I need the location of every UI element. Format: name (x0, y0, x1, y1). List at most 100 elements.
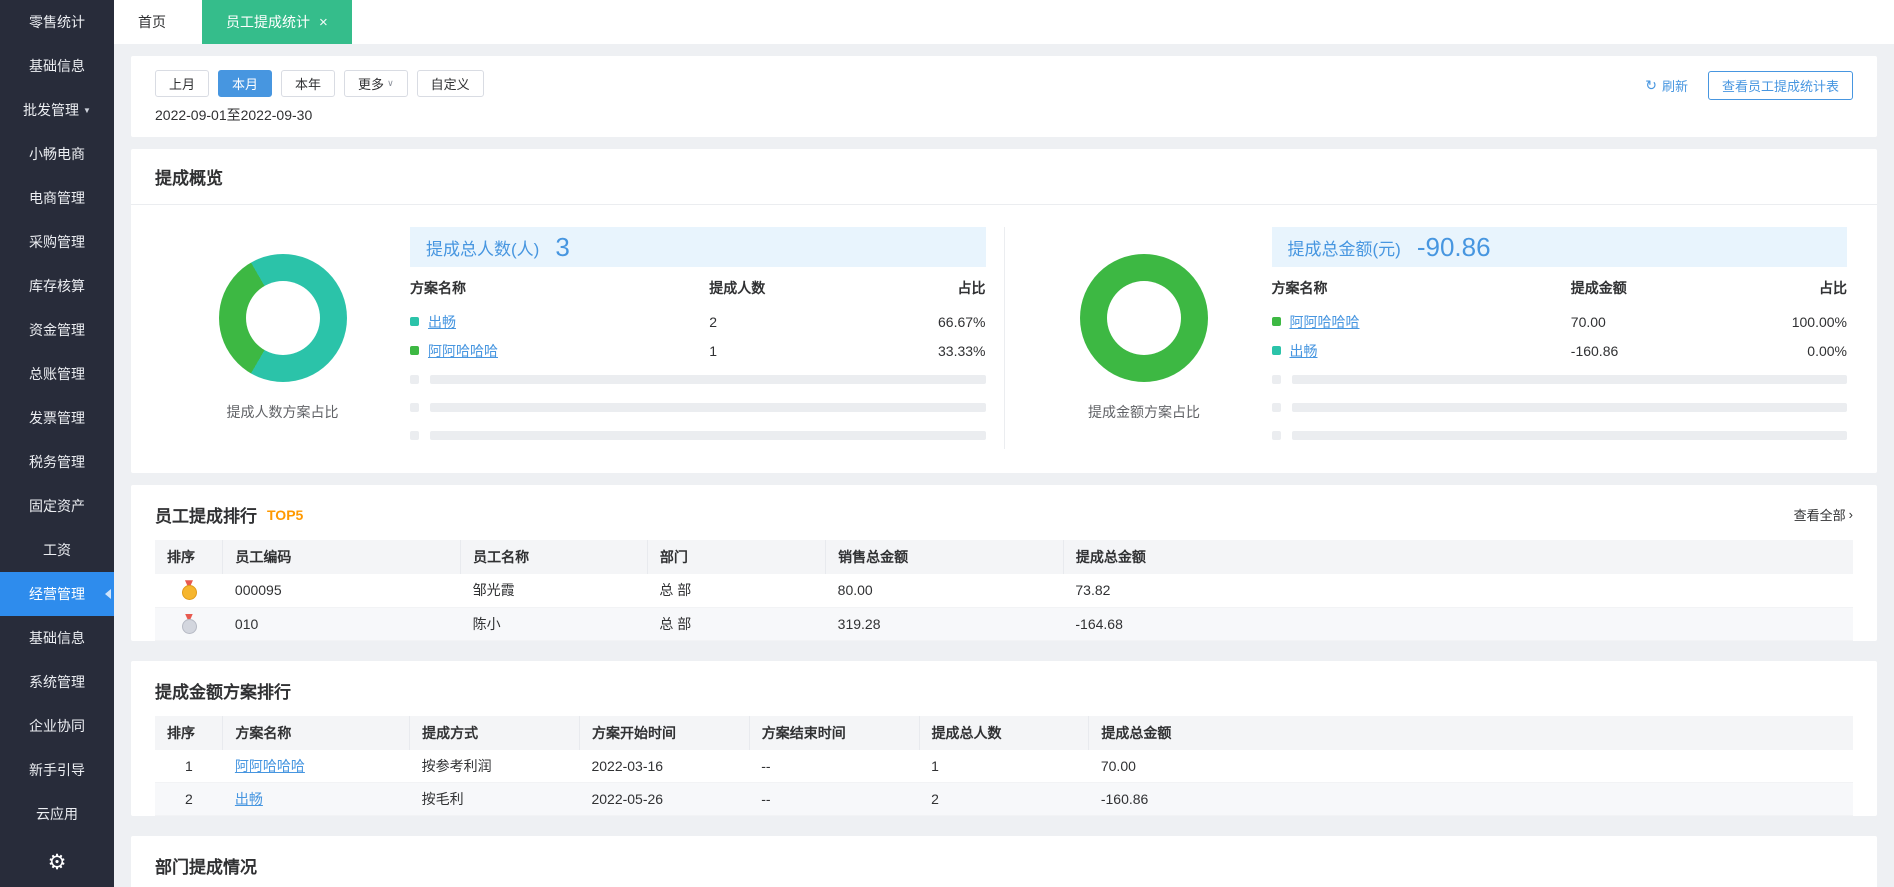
col-header-total-commission: 提成总金额 (1063, 540, 1853, 574)
skeleton-row (410, 365, 986, 393)
filter-last-month-button[interactable]: 上月 (155, 70, 210, 97)
col-header-commission-method: 提成方式 (409, 715, 580, 750)
sidebar-item-payroll[interactable]: 工资 (43, 542, 71, 558)
amount-donut-chart (1080, 254, 1208, 382)
sidebar-item-business-mgmt[interactable]: 经营管理 (0, 572, 114, 616)
people-table-header: 方案名称 提成人数 占比 (410, 280, 986, 296)
series-dot-icon (1271, 317, 1281, 326)
sidebar-item-cloud-apps[interactable]: 云应用 (36, 806, 78, 822)
toolbar-right: ↻ 刷新 查看员工提成统计表 (1645, 71, 1853, 100)
view-all-link[interactable]: 查看全部 › (1793, 507, 1853, 523)
caret-down-icon: ▼ (83, 105, 91, 115)
col-header-end-date: 方案结束时间 (749, 715, 920, 750)
people-stat-value: 3 (555, 231, 570, 262)
tab-home[interactable]: 首页 (138, 14, 166, 30)
date-range-text: 2022-09-01至2022-09-30 (155, 107, 313, 123)
overview-title: 提成概览 (155, 169, 223, 188)
sidebar-item-funds[interactable]: 资金管理 (29, 322, 85, 338)
gear-icon[interactable]: ⚙ (47, 850, 67, 874)
plan-ranking-table: 排序 方案名称 提成方式 方案开始时间 方案结束时间 提成总人数 提成总金额 1 (155, 715, 1853, 816)
department-commission-title: 部门提成情况 (155, 858, 257, 877)
sidebar-item-inventory[interactable]: 库存核算 (29, 278, 85, 294)
filter-this-month-button[interactable]: 本月 (218, 70, 273, 97)
series-dot-icon (410, 317, 419, 326)
sidebar-item-system-mgmt[interactable]: 系统管理 (29, 674, 85, 690)
col-header-employee-code: 员工编码 (222, 540, 462, 574)
sidebar-item-fixed-assets[interactable]: 固定资产 (29, 498, 85, 514)
sidebar-item-basic-info-2[interactable]: 基础信息 (29, 630, 85, 646)
col-header-plan-name: 方案名称 (222, 715, 411, 750)
skeleton-row (410, 393, 986, 421)
sidebar-item-xiaochang-ecommerce[interactable]: 小畅电商 (29, 146, 85, 162)
close-icon[interactable]: × (319, 13, 328, 31)
plan-link[interactable]: 阿阿哈哈哈 (1289, 313, 1360, 330)
skeleton-row (1271, 393, 1847, 421)
amount-stat-value: -90.86 (1416, 231, 1491, 262)
amount-table-header: 方案名称 提成金额 占比 (1271, 280, 1848, 296)
sidebar-item-enterprise-collab[interactable]: 企业协同 (29, 718, 85, 734)
filter-toolbar: 上月 本月 本年 更多 ∨ 自定义 2022-09-01至2022-09-30 ↻… (131, 56, 1877, 137)
amount-chart-label: 提成金额方案占比 (1088, 404, 1200, 420)
sidebar-item-general-ledger[interactable]: 总账管理 (29, 366, 85, 382)
sidebar-item-wholesale[interactable]: 批发管理 ▼ (23, 102, 91, 118)
sidebar-item-purchasing[interactable]: 采购管理 (29, 234, 85, 250)
view-commission-table-button[interactable]: 查看员工提成统计表 (1707, 71, 1853, 100)
col-header-rank: 排序 (155, 540, 224, 574)
col-header-start-date: 方案开始时间 (579, 715, 750, 750)
sidebar-item-basic-info[interactable]: 基础信息 (29, 58, 85, 74)
commission-overview-card: 提成概览 提成人数方案占比 提成总人数(人) 3 (131, 149, 1877, 473)
plan-link[interactable]: 出畅 (428, 313, 456, 330)
employee-ranking-card: 员工提成排行 TOP5 查看全部 › 排序 员工编码 员工名称 部门 (131, 485, 1877, 641)
plan-link[interactable]: 出畅 (234, 791, 263, 807)
col-header-department: 部门 (647, 540, 827, 574)
plan-ranking-card: 提成金额方案排行 排序 方案名称 提成方式 方案开始时间 方案结束时间 提成总人… (131, 660, 1877, 816)
plan-ranking-title: 提成金额方案排行 (155, 682, 291, 702)
col-header-rank: 排序 (155, 715, 224, 750)
people-overview-section: 提成人数方案占比 提成总人数(人) 3 方案名称 提成人数 占比 (155, 227, 992, 449)
refresh-icon: ↻ (1645, 77, 1657, 93)
skeleton-row (1271, 421, 1847, 449)
table-row: 000095 邹光霞 总 部 80.00 73.82 (155, 574, 1853, 608)
people-chart-label: 提成人数方案占比 (226, 404, 339, 420)
amount-stat-banner: 提成总金额(元) -90.86 (1271, 227, 1847, 267)
sidebar: 零售统计 基础信息 批发管理 ▼ 小畅电商 电商管理 采购管理 库存核算 资金管理… (0, 0, 114, 887)
col-header-total-amount: 提成总金额 (1088, 715, 1853, 750)
amount-stat-label: 提成总金额(元) (1287, 239, 1401, 259)
series-dot-icon (1271, 346, 1281, 355)
amount-table-row: 阿阿哈哈哈 70.00 100.00% (1271, 307, 1847, 336)
table-row: 1 阿阿哈哈哈 按参考利润 2022-03-16 -- 1 70.00 (155, 749, 1853, 783)
vertical-divider (1003, 227, 1005, 449)
refresh-button[interactable]: ↻ 刷新 (1645, 77, 1688, 94)
plan-link[interactable]: 阿阿哈哈哈 (234, 757, 305, 774)
plan-link[interactable]: 出畅 (1289, 342, 1318, 359)
silver-medal-icon (181, 614, 197, 634)
col-header-total-people: 提成总人数 (919, 715, 1090, 750)
skeleton-row (410, 421, 986, 449)
people-stat-banner: 提成总人数(人) 3 (410, 227, 986, 267)
chevron-down-icon: ∨ (387, 78, 394, 88)
sidebar-item-retail-stats[interactable]: 零售统计 (29, 14, 85, 30)
table-row: 2 出畅 按毛利 2022-05-26 -- 2 -160.86 (155, 782, 1853, 816)
date-filter-group: 上月 本月 本年 更多 ∨ 自定义 (155, 70, 484, 97)
series-dot-icon (410, 346, 419, 355)
sidebar-item-ecommerce[interactable]: 电商管理 (29, 190, 85, 206)
gold-medal-icon (181, 580, 197, 601)
table-row: 010 陈小 总 部 319.28 -164.68 (155, 607, 1853, 641)
filter-this-year-button[interactable]: 本年 (281, 70, 336, 97)
employee-ranking-title: 员工提成排行 (155, 507, 257, 526)
people-table-row: 阿阿哈哈哈 1 33.33% (410, 336, 986, 365)
content-area: 上月 本月 本年 更多 ∨ 自定义 2022-09-01至2022-09-30 ↻… (114, 44, 1894, 887)
plan-link[interactable]: 阿阿哈哈哈 (428, 342, 498, 359)
employee-ranking-table: 排序 员工编码 员工名称 部门 销售总金额 提成总金额 000095 邹光霞 (155, 540, 1853, 641)
sidebar-item-tax[interactable]: 税务管理 (29, 454, 85, 470)
col-header-employee-name: 员工名称 (460, 540, 648, 574)
sidebar-item-invoice[interactable]: 发票管理 (29, 410, 85, 426)
col-header-total-sales: 销售总金额 (825, 540, 1064, 574)
tab-employee-commission-stats[interactable]: 员工提成统计 × (202, 0, 352, 44)
sidebar-item-beginner-guide[interactable]: 新手引导 (29, 762, 85, 778)
filter-custom-button[interactable]: 自定义 (416, 70, 484, 97)
people-table-row: 出畅 2 66.67% (410, 307, 986, 336)
filter-more-button[interactable]: 更多 ∨ (344, 70, 408, 97)
amount-table-row: 出畅 -160.86 0.00% (1271, 336, 1847, 365)
